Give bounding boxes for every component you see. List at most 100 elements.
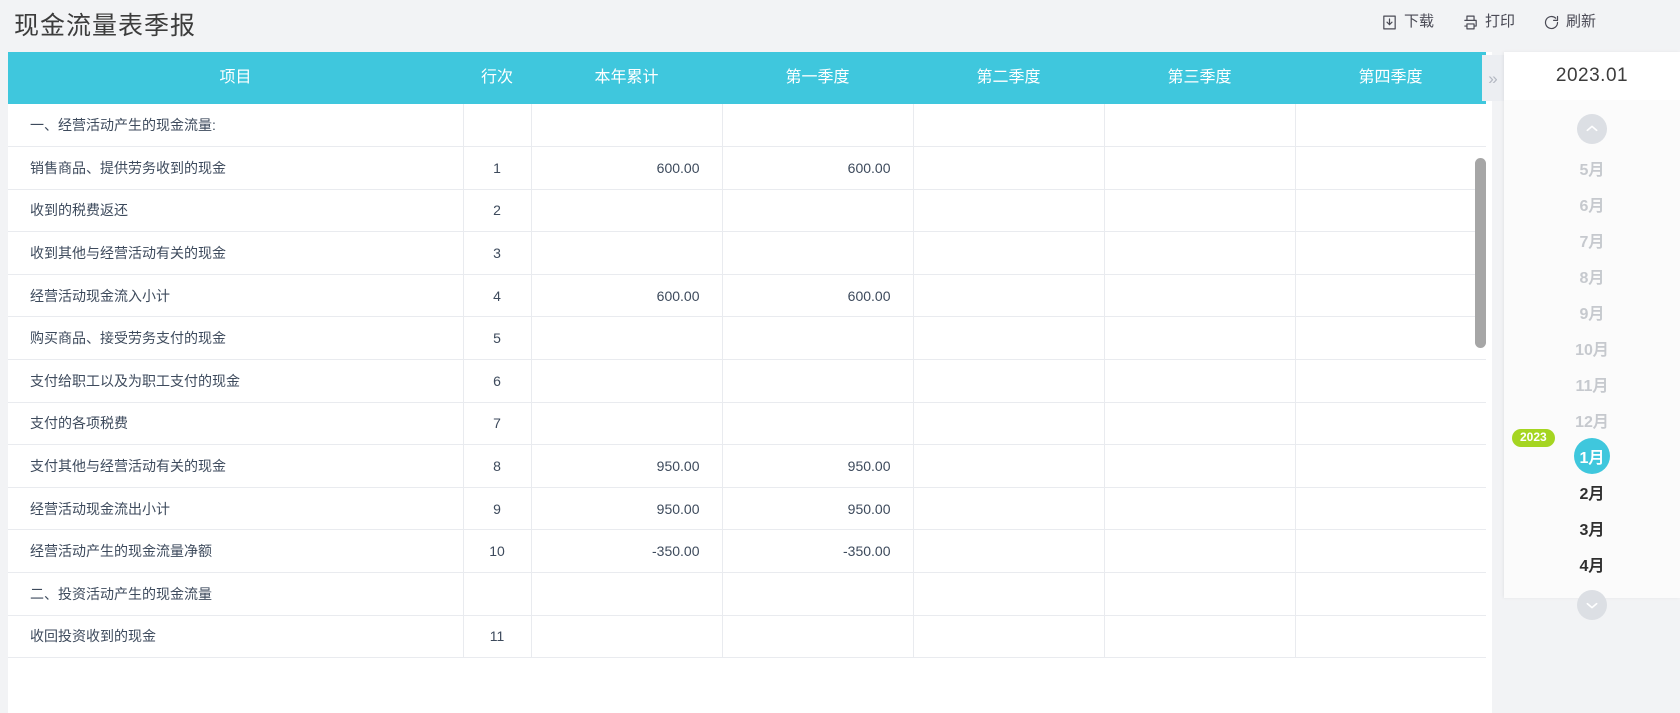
download-button[interactable]: 下载 [1381,10,1434,34]
table-row[interactable]: 经营活动现金流入小计 4 600.00 600.00 [8,274,1486,318]
scroll-up-button[interactable] [1577,114,1607,144]
cell-q4 [1295,444,1486,488]
cell-q2 [913,402,1105,446]
cell-q2 [913,104,1105,148]
table-scrollbar-track[interactable] [1475,158,1486,710]
month-item-1月[interactable]: 2023 1月 [1504,429,1680,474]
table-row[interactable]: 支付给职工以及为职工支付的现金 6 [8,359,1486,403]
month-item-5月[interactable]: 5月 [1504,150,1680,186]
month-item-3月[interactable]: 3月 [1504,510,1680,546]
period-selector[interactable]: 2023.01 [1504,52,1680,100]
table-row[interactable]: 一、经营活动产生的现金流量: [8,104,1486,148]
cell-q2 [913,529,1105,574]
cell-q1 [722,615,914,659]
cell-q1: 600.00 [722,146,914,190]
cell-q4 [1295,359,1486,403]
cell-rowno: 8 [463,444,532,488]
column-header-ytd[interactable]: 本年累计 [531,52,722,104]
column-header-q3[interactable]: 第三季度 [1104,52,1295,104]
column-header-item[interactable]: 项目 [8,52,463,104]
chevron-double-right-icon: » [1488,68,1498,88]
table-row[interactable]: 购买商品、接受劳务支付的现金 5 [8,316,1486,361]
cell-item: 经营活动现金流入小计 [8,274,464,318]
cell-q2 [913,615,1105,659]
cell-q4 [1295,316,1486,361]
month-item-6月[interactable]: 6月 [1504,186,1680,222]
cell-rowno: 10 [463,529,532,574]
cell-q3 [1104,146,1296,190]
cell-item: 收到其他与经营活动有关的现金 [8,231,464,275]
month-item-10月[interactable]: 10月 [1504,330,1680,366]
cell-q4 [1295,146,1486,190]
table-row[interactable]: 二、投资活动产生的现金流量 [8,572,1486,616]
table-scrollbar-thumb[interactable] [1475,158,1486,348]
cell-q1 [722,104,914,148]
table-row[interactable]: 支付其他与经营活动有关的现金 8 950.00 950.00 [8,444,1486,488]
cell-ytd [531,572,723,616]
table-row[interactable]: 经营活动现金流出小计 9 950.00 950.00 [8,487,1486,531]
cell-q1 [722,231,914,275]
cell-rowno: 2 [463,189,532,233]
month-item-9月[interactable]: 9月 [1504,294,1680,330]
cell-q2 [913,444,1105,488]
month-navigator: 5月 6月 7月 8月 9月 10月 11月 12月 2023 1月 2月 3月 4月 [1504,100,1680,620]
table-row[interactable]: 收回投资收到的现金 11 [8,615,1486,659]
active-month-bubble [1574,438,1610,474]
table-row[interactable]: 支付的各项税费 7 [8,402,1486,446]
month-item-7月[interactable]: 7月 [1504,222,1680,258]
cell-q4 [1295,615,1486,659]
cell-q1 [722,189,914,233]
cell-q4 [1295,402,1486,446]
cell-q1 [722,316,914,361]
cell-q4 [1295,529,1486,574]
month-label: 10月 [1575,342,1609,359]
cell-q3 [1104,359,1296,403]
cell-q3 [1104,104,1296,148]
month-label: 1月 [1579,450,1605,467]
cell-ytd [531,316,723,361]
panel-collapse-button[interactable]: » [1482,55,1504,101]
month-item-8月[interactable]: 8月 [1504,258,1680,294]
cell-ytd [531,189,723,233]
cell-q2 [913,189,1105,233]
report-table-container: 项目 行次 本年累计 第一季度 第二季度 第三季度 第四季度 一、经营活动产生的… [8,52,1492,713]
cell-q3 [1104,316,1296,361]
cell-rowno: 5 [463,316,532,361]
chevron-up-icon [1584,121,1600,137]
cell-q1: 950.00 [722,487,914,531]
table-row[interactable]: 收到其他与经营活动有关的现金 3 [8,231,1486,275]
refresh-label: 刷新 [1565,13,1596,30]
column-header-rowno[interactable]: 行次 [463,52,531,104]
print-button[interactable]: 打印 [1462,10,1515,34]
cell-item: 支付其他与经营活动有关的现金 [8,444,464,488]
table-row[interactable]: 经营活动产生的现金流量净额 10 -350.00 -350.00 [8,529,1486,574]
column-header-q2[interactable]: 第二季度 [913,52,1104,104]
refresh-button[interactable]: 刷新 [1543,10,1596,34]
table-row[interactable]: 收到的税费返还 2 [8,189,1486,233]
chevron-down-icon [1584,597,1600,613]
cell-item: 收回投资收到的现金 [8,615,464,659]
cell-rowno: 4 [463,274,532,318]
month-item-12月[interactable]: 12月 [1504,402,1680,438]
column-header-q4[interactable]: 第四季度 [1295,52,1486,104]
cell-q1 [722,402,914,446]
print-icon [1462,14,1479,31]
cell-q4 [1295,572,1486,616]
column-header-q1[interactable]: 第一季度 [722,52,913,104]
cell-q3 [1104,529,1296,574]
table-row[interactable]: 销售商品、提供劳务收到的现金 1 600.00 600.00 [8,146,1486,190]
cell-q3 [1104,274,1296,318]
month-item-4月[interactable]: 4月 [1504,546,1680,582]
cell-q2 [913,274,1105,318]
cell-rowno: 6 [463,359,532,403]
cell-q2 [913,231,1105,275]
table-body: 一、经营活动产生的现金流量: 销售商品、提供劳务收到的现金 1 600.00 600.0… [8,104,1486,659]
month-item-2月[interactable]: 2月 [1504,474,1680,510]
cell-q1: 950.00 [722,444,914,488]
scroll-down-button[interactable] [1577,590,1607,620]
cell-ytd: -350.00 [531,529,723,574]
download-label: 下载 [1403,13,1434,30]
month-item-11月[interactable]: 11月 [1504,366,1680,402]
cell-item: 二、投资活动产生的现金流量 [8,572,464,616]
header-toolbar: 下载 打印 刷新 [1381,10,1596,34]
